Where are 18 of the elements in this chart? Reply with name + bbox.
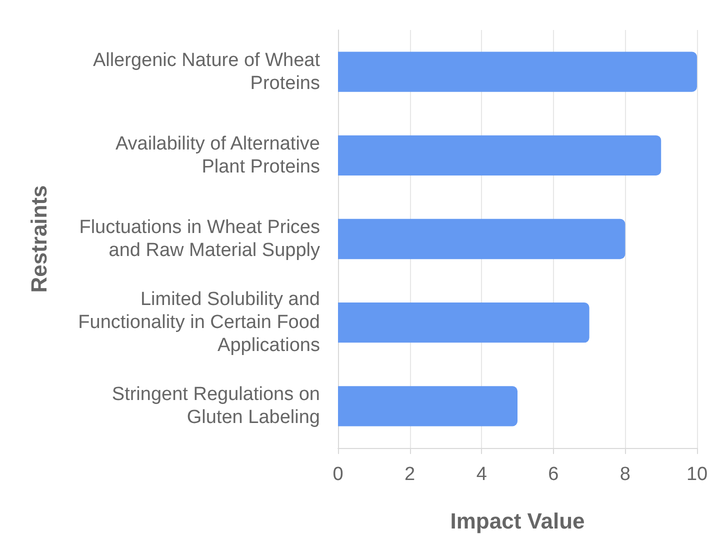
y-tick-label: Availability of Alternative Plant Proteins <box>115 133 320 178</box>
x-tick-label: 8 <box>620 464 630 485</box>
y-tick-label: Limited Solubility and Functionality in Certain Food Applications <box>78 289 320 356</box>
bar <box>338 218 626 260</box>
y-tick-label: Fluctuations in Wheat Prices and Raw Material Supply <box>79 217 320 261</box>
x-tick-label: 6 <box>548 464 559 485</box>
x-tick-label: 0 <box>332 464 344 485</box>
bar <box>338 52 697 92</box>
y-axis-title: Restraints <box>26 185 52 293</box>
x-tick-label: 2 <box>404 464 416 485</box>
x-tick-label: 4 <box>476 464 488 485</box>
bar <box>338 302 590 343</box>
x-axis-title: Impact Value <box>450 508 585 534</box>
x-tick-label: 10 <box>686 464 708 485</box>
y-tick-label: Allergenic Nature of Wheat Proteins <box>92 50 321 94</box>
y-tick-label: Stringent Regulations on Gluten Labeling <box>112 384 320 428</box>
bar <box>338 386 518 426</box>
bar <box>338 135 662 176</box>
